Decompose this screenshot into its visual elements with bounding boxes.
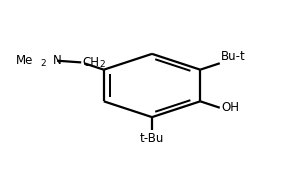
Text: Me: Me — [16, 54, 33, 67]
Text: OH: OH — [221, 101, 239, 114]
Text: Bu-t: Bu-t — [221, 50, 246, 63]
Text: CH: CH — [83, 56, 100, 69]
Text: 2: 2 — [40, 59, 46, 68]
Text: N: N — [53, 54, 61, 67]
Text: 2: 2 — [99, 61, 105, 69]
Text: t-Bu: t-Bu — [140, 132, 164, 145]
